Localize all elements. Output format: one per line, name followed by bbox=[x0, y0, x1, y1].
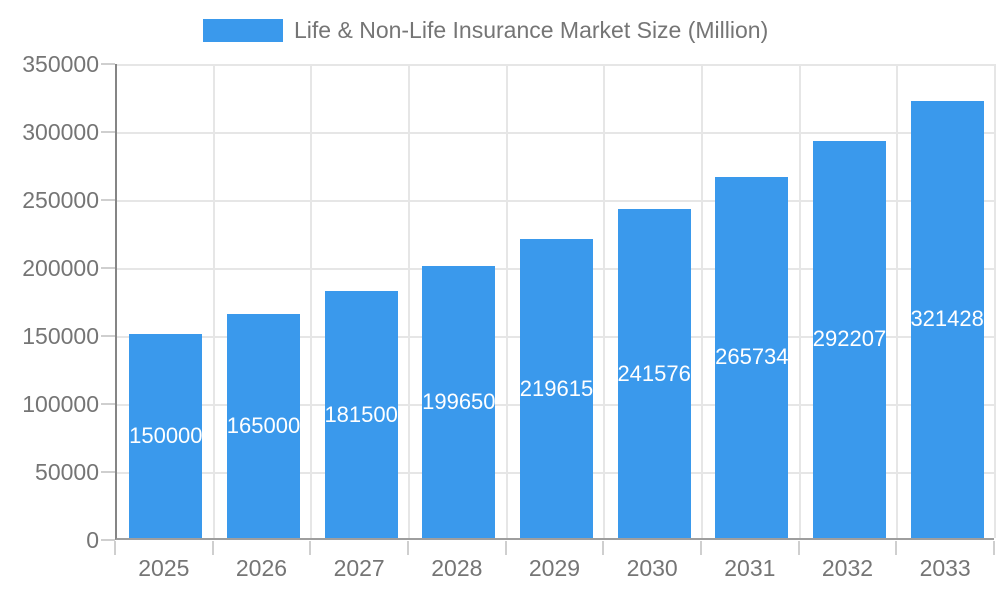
bar-value-label: 165000 bbox=[226, 412, 301, 438]
y-axis-tick bbox=[101, 471, 115, 473]
x-axis-tick bbox=[114, 541, 116, 555]
plot-area: 150000 165000 181500 199650 219615 241576 2657… bbox=[115, 64, 996, 540]
y-axis-tick bbox=[101, 539, 115, 541]
bar-value-label: 181500 bbox=[324, 401, 398, 427]
bar: 199650 bbox=[422, 266, 496, 538]
bar-value-label: 265734 bbox=[715, 344, 789, 370]
gridline-vertical bbox=[310, 64, 313, 538]
gridline-horizontal bbox=[117, 64, 994, 66]
gridline-vertical bbox=[798, 64, 801, 538]
gridline-vertical bbox=[212, 64, 215, 538]
x-axis-label: 2030 bbox=[626, 555, 678, 581]
y-axis-tick bbox=[101, 403, 115, 405]
y-axis-tick bbox=[101, 267, 115, 269]
bar-value-label: 199650 bbox=[422, 389, 496, 415]
y-axis-label: 250000 bbox=[22, 187, 99, 213]
legend-swatch bbox=[203, 19, 283, 42]
gridline-vertical bbox=[408, 64, 410, 538]
y-axis-label: 50000 bbox=[35, 459, 99, 485]
gridline-vertical bbox=[505, 64, 508, 538]
x-axis-label: 2029 bbox=[528, 555, 581, 581]
y-axis-label: 350000 bbox=[22, 51, 99, 77]
x-axis-label: 2028 bbox=[431, 555, 483, 581]
y-axis-tick bbox=[101, 335, 115, 337]
x-axis-label: 2025 bbox=[138, 555, 190, 581]
gridline-vertical bbox=[994, 64, 996, 538]
bar: 150000 bbox=[129, 334, 203, 538]
gridline-horizontal bbox=[117, 200, 994, 202]
bar: 241576 bbox=[617, 209, 691, 538]
bar-value-label: 150000 bbox=[129, 423, 203, 448]
y-axis-label: 200000 bbox=[22, 255, 99, 281]
bar: 219615 bbox=[520, 239, 593, 538]
bar-value-label: 321428 bbox=[910, 306, 984, 332]
x-axis-label: 2027 bbox=[333, 555, 385, 581]
bar: 265734 bbox=[715, 176, 789, 538]
y-axis-label: 0 bbox=[86, 527, 99, 553]
x-axis-tick bbox=[504, 541, 507, 555]
bar-value-label: 219615 bbox=[519, 375, 594, 401]
y-axis-tick bbox=[101, 63, 115, 65]
gridline-horizontal bbox=[117, 132, 994, 134]
gridline-vertical bbox=[896, 64, 899, 538]
x-axis-tick bbox=[797, 541, 800, 555]
gridline-vertical bbox=[603, 64, 606, 538]
x-axis-label: 2031 bbox=[724, 555, 776, 581]
bar-value-label: 292207 bbox=[812, 326, 887, 352]
y-axis-label: 300000 bbox=[22, 119, 99, 145]
x-axis-label: 2026 bbox=[235, 555, 288, 581]
x-axis-label: 2032 bbox=[821, 555, 874, 581]
x-axis-tick bbox=[211, 541, 214, 555]
x-axis-tick bbox=[602, 541, 605, 555]
x-axis-tick bbox=[993, 541, 995, 555]
x-axis-label: 2033 bbox=[919, 555, 971, 581]
bar: 165000 bbox=[226, 313, 301, 538]
bar: 181500 bbox=[324, 291, 398, 538]
y-axis-tick bbox=[101, 199, 115, 201]
x-axis-tick bbox=[309, 541, 312, 555]
legend-label: Life & Non-Life Insurance Market Size (M… bbox=[294, 17, 769, 43]
x-axis-tick bbox=[700, 541, 702, 555]
x-axis-tick bbox=[895, 541, 898, 555]
gridline-vertical bbox=[701, 64, 703, 538]
y-axis-tick bbox=[101, 131, 115, 133]
bar: 321428 bbox=[910, 100, 984, 538]
bar-value-label: 241576 bbox=[617, 360, 691, 386]
x-axis-tick bbox=[407, 541, 409, 555]
y-axis-label: 100000 bbox=[22, 391, 99, 417]
y-axis-label: 150000 bbox=[22, 323, 99, 349]
bar: 292207 bbox=[812, 140, 887, 538]
